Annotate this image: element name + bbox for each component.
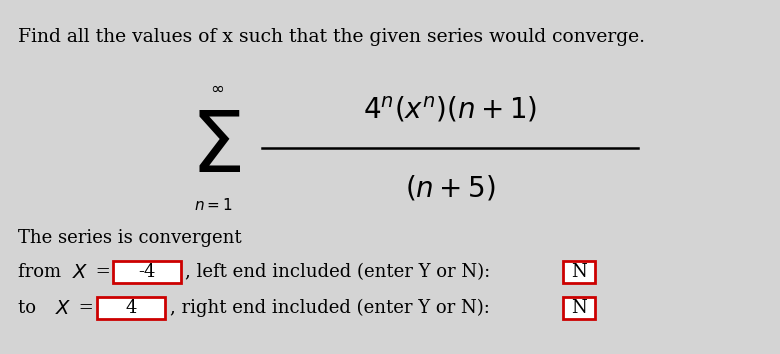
Text: from: from: [18, 263, 67, 281]
Text: $(n + 5)$: $(n + 5)$: [405, 173, 495, 202]
FancyBboxPatch shape: [563, 261, 595, 283]
Text: The series is convergent: The series is convergent: [18, 229, 242, 247]
Text: Find all the values of x such that the given series would converge.: Find all the values of x such that the g…: [18, 28, 645, 46]
FancyBboxPatch shape: [113, 261, 181, 283]
FancyBboxPatch shape: [563, 297, 595, 319]
FancyBboxPatch shape: [97, 297, 165, 319]
Text: N: N: [571, 263, 587, 281]
Text: =: =: [73, 299, 100, 317]
Text: , right end included (enter Y or N):: , right end included (enter Y or N):: [170, 299, 495, 317]
Text: $\mathit{X}$: $\mathit{X}$: [72, 263, 89, 281]
Text: $\Sigma$: $\Sigma$: [190, 107, 240, 189]
Text: to: to: [18, 299, 42, 317]
Text: $\infty$: $\infty$: [210, 79, 224, 97]
Text: =: =: [90, 263, 116, 281]
Text: $4^n(x^n)(n + 1)$: $4^n(x^n)(n + 1)$: [363, 95, 537, 125]
Text: N: N: [571, 299, 587, 317]
Text: $\mathit{X}$: $\mathit{X}$: [55, 298, 72, 318]
Text: 4: 4: [126, 299, 136, 317]
Text: -4: -4: [138, 263, 156, 281]
Text: $n=1$: $n=1$: [193, 197, 232, 213]
Text: , left end included (enter Y or N):: , left end included (enter Y or N):: [185, 263, 496, 281]
